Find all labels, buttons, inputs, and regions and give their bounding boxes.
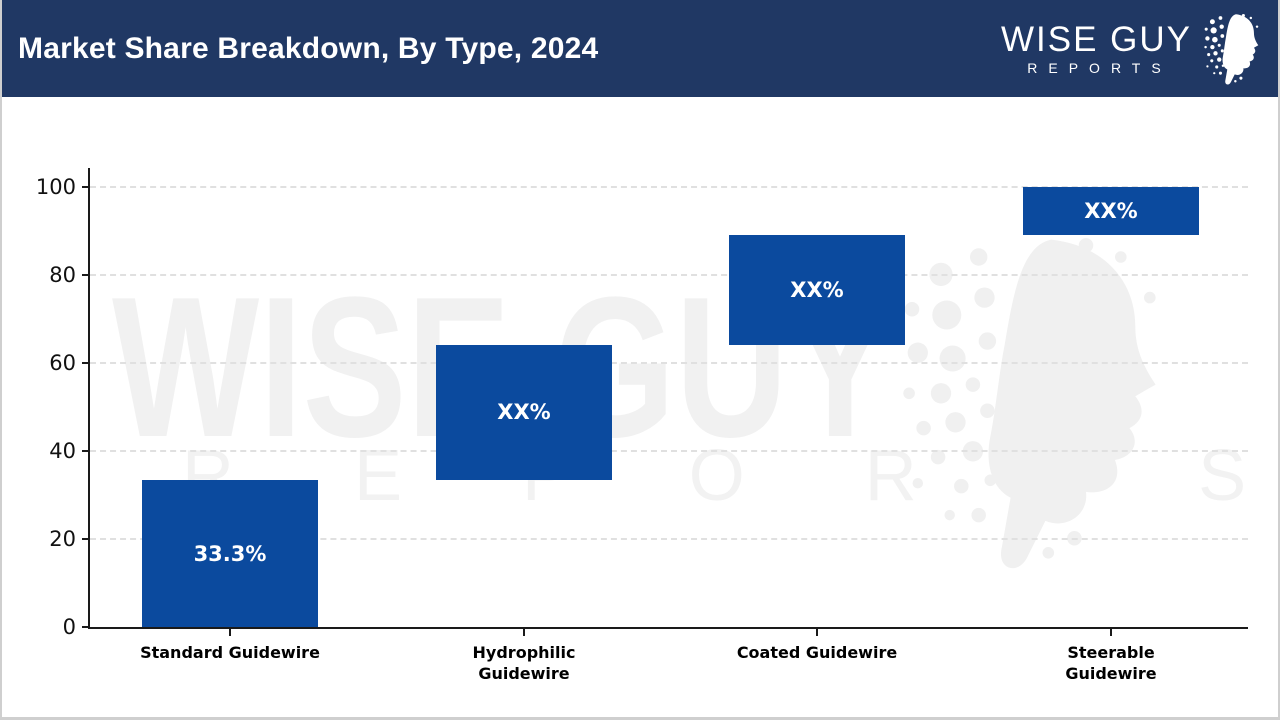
bar-4: XX% bbox=[1023, 187, 1199, 235]
x-axis bbox=[88, 627, 1248, 629]
category-label-4: Steerable Guidewire bbox=[1065, 643, 1157, 683]
logo-subtitle: REPORTS bbox=[1027, 60, 1172, 76]
y-tick-80 bbox=[82, 274, 90, 276]
y-tick-20 bbox=[82, 538, 90, 540]
wiseguy-head-icon bbox=[1200, 10, 1262, 88]
y-tick-0 bbox=[82, 626, 90, 628]
logo-text: WISE GUY REPORTS bbox=[1001, 22, 1192, 75]
bar-value-label-3: XX% bbox=[790, 277, 844, 302]
y-tick-label-60: 60 bbox=[49, 351, 76, 375]
logo-wordmark: WISE GUY bbox=[1000, 20, 1192, 59]
y-tick-100 bbox=[82, 186, 90, 188]
y-tick-label-100: 100 bbox=[35, 175, 76, 199]
category-label-2: Hydrophilic Guidewire bbox=[472, 643, 576, 683]
gridline-100 bbox=[90, 186, 1248, 188]
y-tick-label-80: 80 bbox=[49, 263, 76, 287]
x-tick-1 bbox=[229, 629, 231, 636]
y-tick-60 bbox=[82, 362, 90, 364]
x-tick-4 bbox=[1110, 629, 1112, 636]
x-tick-3 bbox=[816, 629, 818, 636]
bar-value-label-1: 33.3% bbox=[193, 541, 267, 566]
category-label-3: Coated Guidewire bbox=[736, 643, 898, 662]
gridline-40 bbox=[90, 450, 1248, 452]
y-tick-label-40: 40 bbox=[49, 439, 76, 463]
y-tick-label-20: 20 bbox=[49, 527, 76, 551]
x-tick-2 bbox=[523, 629, 525, 636]
gridline-80 bbox=[90, 274, 1248, 276]
wiseguy-logo: WISE GUY REPORTS bbox=[1001, 10, 1262, 88]
category-label-1: Standard Guidewire bbox=[140, 643, 320, 662]
chart-title: Market Share Breakdown, By Type, 2024 bbox=[18, 31, 599, 65]
bar-value-label-4: XX% bbox=[1084, 198, 1138, 223]
y-axis bbox=[88, 168, 90, 629]
gridline-60 bbox=[90, 362, 1248, 364]
bar-3: XX% bbox=[729, 234, 905, 345]
bar-value-label-2: XX% bbox=[497, 400, 551, 425]
y-tick-label-0: 0 bbox=[62, 615, 76, 639]
header-bar: Market Share Breakdown, By Type, 2024 WI… bbox=[0, 0, 1280, 97]
bar-1: 33.3% bbox=[142, 480, 318, 627]
y-tick-40 bbox=[82, 450, 90, 452]
bar-2: XX% bbox=[436, 344, 612, 481]
gridline-20 bbox=[90, 538, 1248, 540]
